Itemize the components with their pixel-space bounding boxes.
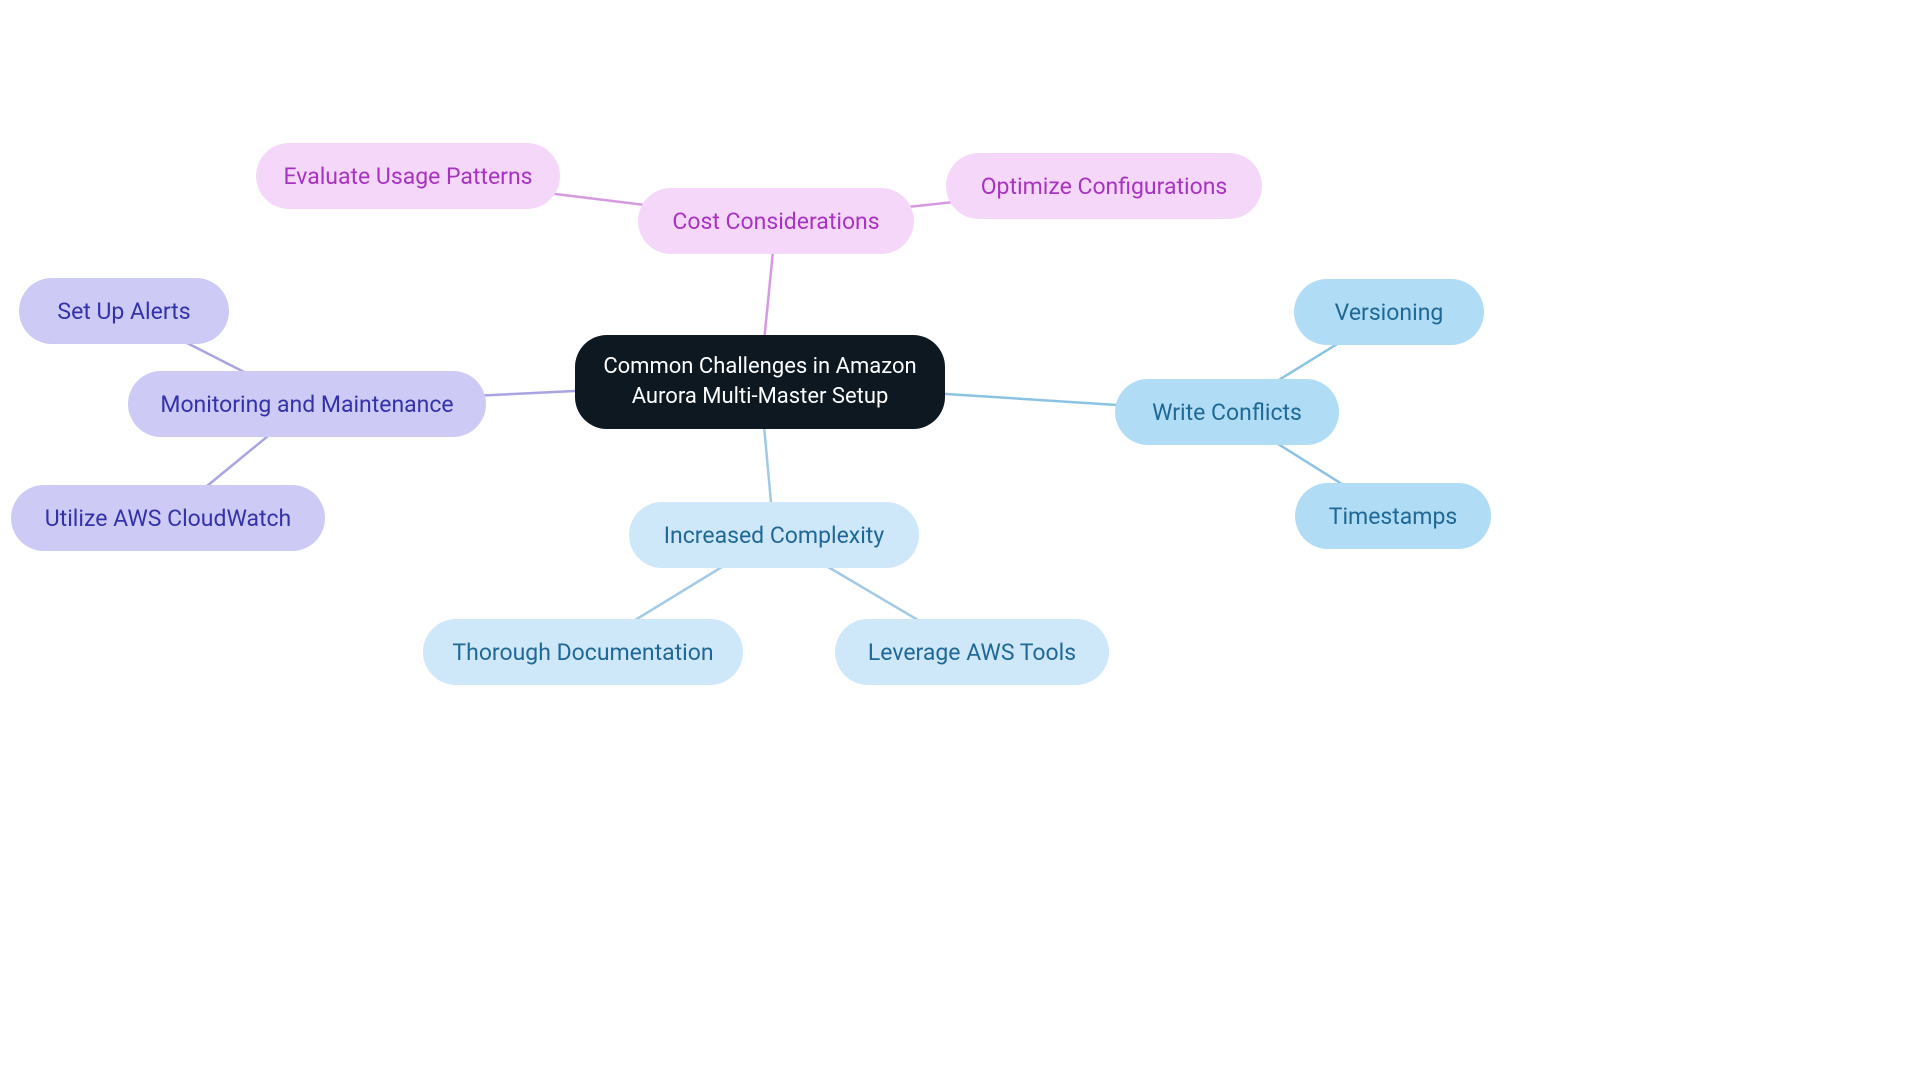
edge [1273, 339, 1345, 383]
edge [764, 427, 771, 504]
edge [632, 564, 727, 622]
node-label: Evaluate Usage Patterns [283, 163, 532, 190]
node-evaluate: Evaluate Usage Patterns [256, 143, 560, 209]
node-timestamps: Timestamps [1295, 483, 1491, 549]
node-label: Increased Complexity [664, 522, 884, 549]
node-monitoring: Monitoring and Maintenance [128, 371, 486, 437]
node-label: Common Challenges in Amazon Aurora Multi… [595, 352, 925, 411]
node-docs: Thorough Documentation [423, 619, 743, 685]
node-label: Thorough Documentation [452, 639, 713, 666]
node-versioning: Versioning [1294, 279, 1484, 345]
node-optimize: Optimize Configurations [946, 153, 1262, 219]
node-label: Leverage AWS Tools [868, 639, 1076, 666]
node-cost: Cost Considerations [638, 188, 914, 254]
node-label: Timestamps [1329, 503, 1458, 530]
node-label: Monitoring and Maintenance [160, 391, 453, 418]
mindmap-diagram: Common Challenges in Amazon Aurora Multi… [0, 0, 1920, 1083]
node-alerts: Set Up Alerts [19, 278, 229, 344]
edge [824, 564, 923, 623]
node-center: Common Challenges in Amazon Aurora Multi… [575, 335, 945, 429]
node-label: Set Up Alerts [57, 298, 190, 325]
edge [471, 390, 587, 396]
edge [205, 435, 270, 488]
node-label: Optimize Configurations [981, 173, 1228, 200]
edge [930, 393, 1123, 405]
node-cloudwatch: Utilize AWS CloudWatch [11, 485, 325, 551]
node-complexity: Increased Complexity [629, 502, 919, 568]
node-conflicts: Write Conflicts [1115, 379, 1339, 445]
node-tools: Leverage AWS Tools [835, 619, 1109, 685]
node-label: Cost Considerations [672, 208, 879, 235]
node-label: Versioning [1335, 299, 1444, 326]
node-label: Write Conflicts [1152, 399, 1302, 426]
edge [1272, 440, 1349, 488]
edge [764, 252, 772, 337]
node-label: Utilize AWS CloudWatch [45, 505, 291, 532]
